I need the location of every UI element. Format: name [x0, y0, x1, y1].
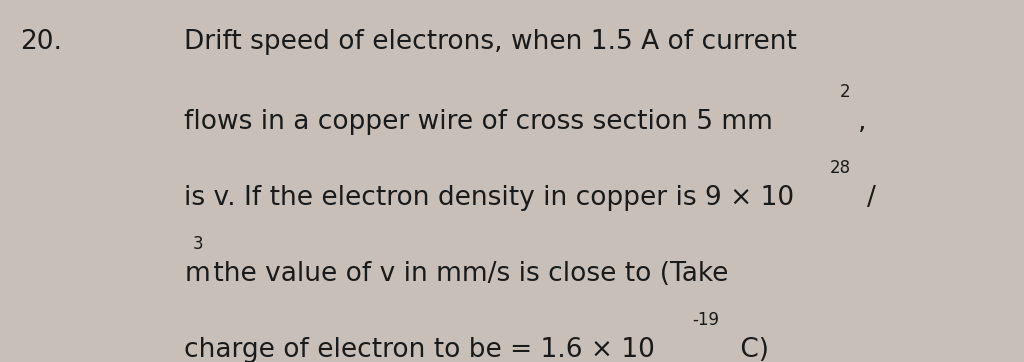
Text: ,: ,	[858, 109, 866, 135]
Text: C): C)	[732, 337, 769, 362]
Text: the value of v in mm/s is close to (Take: the value of v in mm/s is close to (Take	[205, 261, 728, 287]
Text: 28: 28	[829, 159, 851, 177]
Text: flows in a copper wire of cross section 5 mm: flows in a copper wire of cross section …	[184, 109, 773, 135]
Text: m: m	[184, 261, 210, 287]
Text: charge of electron to be = 1.6 × 10: charge of electron to be = 1.6 × 10	[184, 337, 655, 362]
Text: /: /	[867, 185, 877, 211]
Text: 3: 3	[193, 235, 203, 253]
Text: 20.: 20.	[20, 29, 62, 55]
Text: is v. If the electron density in copper is 9 × 10: is v. If the electron density in copper …	[184, 185, 795, 211]
Text: -19: -19	[692, 311, 719, 329]
Text: Drift speed of electrons, when 1.5 A of current: Drift speed of electrons, when 1.5 A of …	[184, 29, 798, 55]
Text: 2: 2	[840, 83, 850, 101]
